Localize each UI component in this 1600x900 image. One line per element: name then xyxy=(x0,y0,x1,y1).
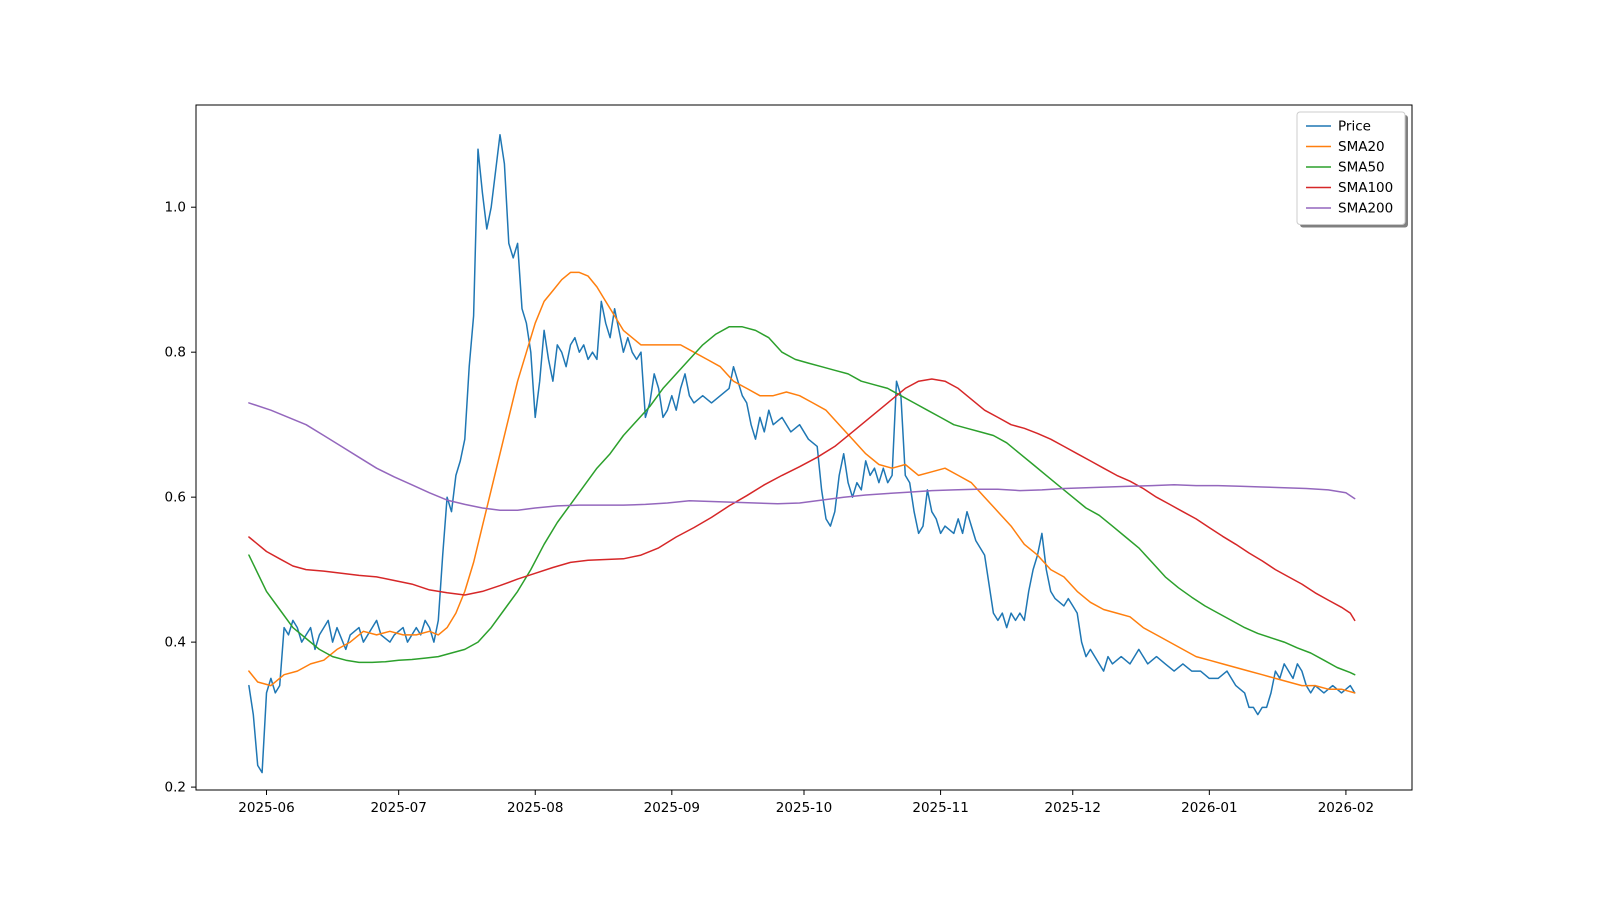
x-tick-label: 2026-02 xyxy=(1318,800,1374,816)
sma20-line xyxy=(248,271,1356,694)
legend-item-sma50: SMA50 xyxy=(1306,160,1385,176)
legend: Price SMA20 SMA50 SMA100 SMA200 xyxy=(1296,111,1408,228)
sma100-line xyxy=(248,378,1356,622)
y-tick-label: 0.2 xyxy=(165,780,186,796)
sma50-line xyxy=(248,326,1356,676)
y-axis: 0.2 0.4 0.6 0.8 1.0 xyxy=(165,200,196,796)
legend-label: SMA50 xyxy=(1338,160,1385,176)
x-tick-label: 2025-12 xyxy=(1045,800,1101,816)
legend-item-price: Price xyxy=(1306,119,1371,135)
x-tick-label: 2025-07 xyxy=(370,800,426,816)
x-tick-label: 2025-08 xyxy=(507,800,563,816)
legend-label: SMA100 xyxy=(1338,180,1393,196)
x-tick-label: 2026-01 xyxy=(1181,800,1237,816)
y-tick-label: 1.0 xyxy=(165,200,186,216)
legend-label: SMA20 xyxy=(1338,139,1385,155)
legend-label: SMA200 xyxy=(1338,201,1393,217)
legend-label: Price xyxy=(1338,119,1371,135)
x-axis: 2025-06 2025-07 2025-08 2025-09 2025-10 2025-… xyxy=(238,790,1374,816)
x-tick-label: 2025-11 xyxy=(912,800,968,816)
x-tick-label: 2025-10 xyxy=(776,800,832,816)
plot-frame xyxy=(195,104,1413,791)
y-tick-label: 0.8 xyxy=(165,345,186,361)
legend-box xyxy=(1296,111,1406,225)
legend-item-sma100: SMA100 xyxy=(1306,180,1393,196)
sma200-line xyxy=(248,402,1356,511)
price-line xyxy=(248,133,1356,774)
y-tick-label: 0.4 xyxy=(165,635,186,651)
legend-item-sma200: SMA200 xyxy=(1306,201,1393,217)
x-tick-label: 2025-06 xyxy=(238,800,294,816)
legend-item-sma20: SMA20 xyxy=(1306,139,1385,155)
x-tick-label: 2025-09 xyxy=(644,800,700,816)
y-tick-label: 0.6 xyxy=(165,490,186,506)
